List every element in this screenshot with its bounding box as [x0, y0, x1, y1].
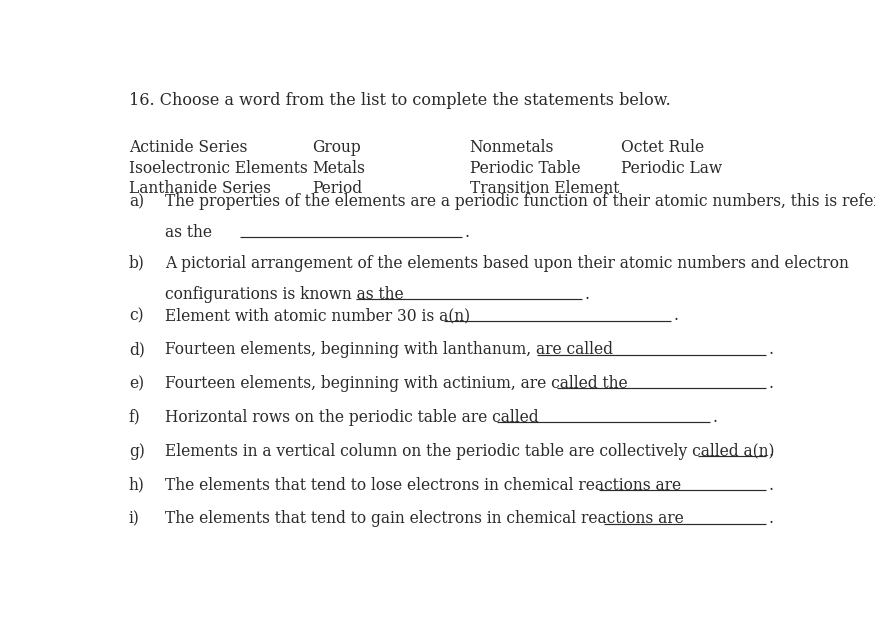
Text: Octet Rule: Octet Rule [621, 139, 704, 156]
Text: .: . [465, 224, 469, 241]
Text: Element with atomic number 30 is a(n): Element with atomic number 30 is a(n) [165, 307, 470, 324]
Text: .: . [674, 307, 679, 324]
Text: Periodic Law: Periodic Law [621, 160, 722, 177]
Text: Nonmetals: Nonmetals [470, 139, 554, 156]
Text: The properties of the elements are a periodic function of their atomic numbers, : The properties of the elements are a per… [165, 193, 875, 210]
Text: e): e) [129, 375, 144, 392]
Text: i): i) [129, 510, 140, 528]
Text: Elements in a vertical column on the periodic table are collectively called a(n): Elements in a vertical column on the per… [165, 443, 774, 460]
Text: .: . [768, 443, 774, 460]
Text: b): b) [129, 254, 144, 272]
Text: Isoelectronic Elements: Isoelectronic Elements [129, 160, 307, 177]
Text: Periodic Table: Periodic Table [470, 160, 580, 177]
Text: configurations is known as the: configurations is known as the [165, 286, 403, 303]
Text: Horizontal rows on the periodic table are called: Horizontal rows on the periodic table ar… [165, 409, 539, 426]
Text: The elements that tend to lose electrons in chemical reactions are: The elements that tend to lose electrons… [165, 476, 682, 494]
Text: .: . [712, 409, 718, 426]
Text: h): h) [129, 476, 144, 494]
Text: d): d) [129, 341, 144, 358]
Text: Fourteen elements, beginning with lanthanum, are called: Fourteen elements, beginning with lantha… [165, 341, 613, 358]
Text: a): a) [129, 193, 144, 210]
Text: .: . [584, 286, 590, 303]
Text: .: . [768, 341, 774, 358]
Text: .: . [768, 375, 774, 392]
Text: c): c) [129, 307, 144, 324]
Text: Lanthanide Series: Lanthanide Series [129, 180, 270, 197]
Text: Fourteen elements, beginning with actinium, are called the: Fourteen elements, beginning with actini… [165, 375, 627, 392]
Text: Period: Period [312, 180, 362, 197]
Text: Actinide Series: Actinide Series [129, 139, 247, 156]
Text: Transition Element: Transition Element [470, 180, 620, 197]
Text: f): f) [129, 409, 141, 426]
Text: Metals: Metals [312, 160, 365, 177]
Text: A pictorial arrangement of the elements based upon their atomic numbers and elec: A pictorial arrangement of the elements … [165, 254, 849, 272]
Text: 16. Choose a word from the list to complete the statements below.: 16. Choose a word from the list to compl… [129, 92, 670, 108]
Text: as the: as the [165, 224, 212, 241]
Text: .: . [768, 510, 774, 528]
Text: Group: Group [312, 139, 361, 156]
Text: .: . [768, 476, 774, 494]
Text: g): g) [129, 443, 144, 460]
Text: The elements that tend to gain electrons in chemical reactions are: The elements that tend to gain electrons… [165, 510, 684, 528]
